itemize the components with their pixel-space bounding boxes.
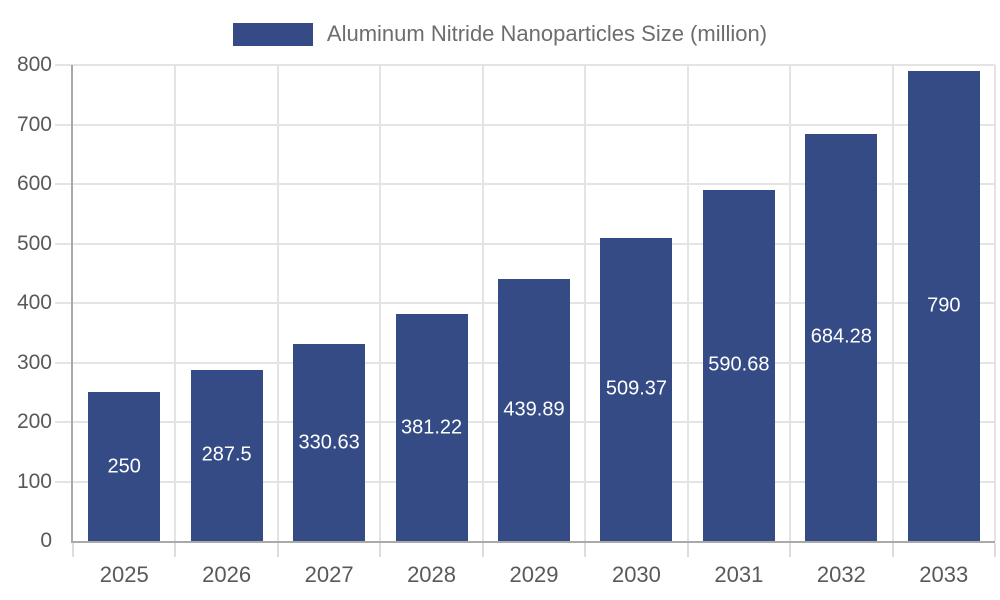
x-axis-tick-label: 2029 xyxy=(509,562,559,587)
y-axis-tick-label: 600 xyxy=(16,172,52,195)
y-axis-tick-label: 100 xyxy=(16,469,52,493)
bar[interactable] xyxy=(395,314,468,541)
y-axis-tick-label: 300 xyxy=(16,350,52,374)
v-gridline xyxy=(891,65,894,541)
v-gridline xyxy=(174,65,177,541)
bar-value-label: 439.89 xyxy=(503,398,565,421)
bar-value-label: 684.28 xyxy=(810,325,872,348)
legend-label: Aluminum Nitride Nanoparticles Size (mil… xyxy=(326,21,768,46)
h-gridline xyxy=(55,242,995,245)
v-gridline xyxy=(276,65,279,541)
x-axis-tick xyxy=(891,543,894,557)
y-axis-tick-label: 0 xyxy=(40,529,52,552)
bar[interactable] xyxy=(907,70,980,541)
x-axis-tick-label: 2026 xyxy=(202,562,252,587)
plot-area: 0 100 200 300 400 500 600 700 800 250 2025 287.5 202… xyxy=(17,53,996,587)
bar-value-label: 790 xyxy=(927,294,961,317)
legend-item[interactable]: Aluminum Nitride Nanoparticles Size (mil… xyxy=(0,21,1000,47)
y-axis-tick-label: 500 xyxy=(16,231,52,255)
x-axis-tick xyxy=(72,543,74,557)
x-axis-line xyxy=(71,541,995,543)
h-gridline xyxy=(55,64,995,66)
bar[interactable] xyxy=(293,344,366,541)
x-axis-tick-label: 2028 xyxy=(407,562,457,587)
bar-value-label: 509.37 xyxy=(605,377,668,400)
y-axis-line xyxy=(71,65,73,543)
v-gridline xyxy=(379,65,382,541)
legend-swatch xyxy=(232,22,313,46)
bar-value-label: 330.63 xyxy=(298,431,360,454)
v-gridline xyxy=(994,65,996,541)
x-axis-tick-label: 2031 xyxy=(714,562,764,587)
bar[interactable] xyxy=(805,133,878,541)
v-gridline xyxy=(481,65,484,541)
y-axis-tick-label: 200 xyxy=(16,410,52,433)
x-axis-tick-label: 2032 xyxy=(816,562,866,587)
bar[interactable] xyxy=(702,189,775,541)
bar[interactable] xyxy=(190,369,263,541)
y-axis-tick-label: 800 xyxy=(16,53,52,76)
y-axis-tick-label: 700 xyxy=(16,112,52,136)
bar-value-label: 590.68 xyxy=(708,353,770,376)
x-axis-tick xyxy=(789,543,792,557)
bar-value-label: 287.5 xyxy=(201,443,252,466)
h-gridline xyxy=(55,123,995,126)
bar[interactable] xyxy=(498,279,570,541)
x-axis-tick xyxy=(276,543,279,557)
x-axis-tick xyxy=(994,543,996,557)
x-axis-tick xyxy=(379,543,382,557)
x-axis-tick xyxy=(686,543,689,557)
x-axis-tick xyxy=(584,543,587,557)
v-gridline xyxy=(584,65,587,541)
x-axis-tick-label: 2033 xyxy=(919,562,969,587)
x-axis-tick xyxy=(174,543,177,557)
x-axis-tick xyxy=(481,543,484,557)
x-axis-tick-label: 2027 xyxy=(304,562,354,587)
x-axis-tick-label: 2025 xyxy=(99,562,149,587)
x-axis-tick-label: 2030 xyxy=(611,562,661,587)
bar-value-label: 381.22 xyxy=(400,416,463,439)
v-gridline xyxy=(686,65,689,541)
bar[interactable] xyxy=(600,237,673,541)
bar[interactable] xyxy=(88,392,161,541)
y-axis-tick-label: 400 xyxy=(16,291,52,314)
v-gridline xyxy=(789,65,792,541)
h-gridline xyxy=(55,183,995,185)
bar-value-label: 250 xyxy=(107,455,141,478)
